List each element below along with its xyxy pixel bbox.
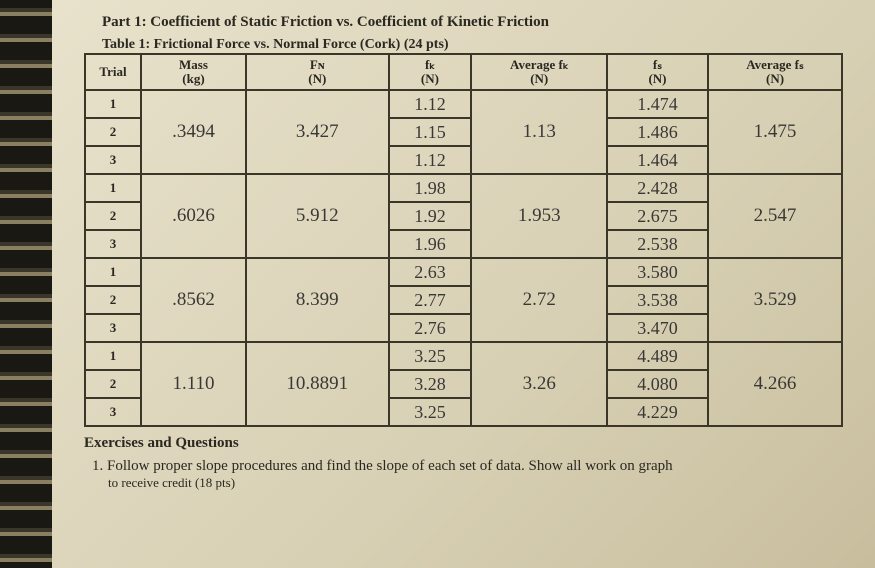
cell-avg-fs: 1.475 (708, 90, 843, 174)
table-row: 1.60265.9121.981.9532.4282.547 (85, 174, 842, 202)
cell-trial: 3 (85, 314, 141, 342)
cell-fk: 1.12 (389, 146, 472, 174)
cell-fs: 4.229 (607, 398, 707, 426)
cell-avg-fk: 1.13 (471, 90, 607, 174)
col-fs: fₛ (N) (607, 54, 707, 90)
header-row: Trial Mass (kg) Fɴ (N) fₖ (N) Average fₖ… (85, 54, 842, 90)
question-1: 1. Follow proper slope procedures and fi… (92, 458, 865, 475)
cell-fk: 2.63 (389, 258, 472, 286)
cell-trial: 2 (85, 286, 141, 314)
col-avg-fs: Average fₛ (N) (708, 54, 843, 90)
cell-fs: 1.474 (607, 90, 707, 118)
part-title: Part 1: Coefficient of Static Friction v… (102, 14, 865, 31)
cell-fs: 1.486 (607, 118, 707, 146)
cell-trial: 1 (85, 90, 141, 118)
col-fk: fₖ (N) (389, 54, 472, 90)
cell-fk: 3.28 (389, 370, 472, 398)
cell-fk: 2.76 (389, 314, 472, 342)
cell-fs: 2.538 (607, 230, 707, 258)
cell-trial: 2 (85, 370, 141, 398)
cell-fk: 3.25 (389, 398, 472, 426)
cell-fn: 5.912 (246, 174, 389, 258)
col-trial: Trial (85, 54, 141, 90)
table-row: 1.34943.4271.121.131.4741.475 (85, 90, 842, 118)
cell-fk: 3.25 (389, 342, 472, 370)
cell-avg-fs: 3.529 (708, 258, 843, 342)
cell-fs: 4.489 (607, 342, 707, 370)
exercises-heading: Exercises and Questions (84, 435, 865, 452)
cell-avg-fk: 2.72 (471, 258, 607, 342)
table-row: 1.85628.3992.632.723.5803.529 (85, 258, 842, 286)
table-caption: Table 1: Frictional Force vs. Normal For… (102, 37, 865, 53)
worksheet-page: Part 1: Coefficient of Static Friction v… (52, 0, 875, 568)
cell-fs: 3.470 (607, 314, 707, 342)
cell-fs: 3.580 (607, 258, 707, 286)
cell-mass: .6026 (141, 174, 246, 258)
cell-mass: .8562 (141, 258, 246, 342)
col-avg-fk: Average fₖ (N) (471, 54, 607, 90)
cell-avg-fs: 2.547 (708, 174, 843, 258)
cell-fk: 1.12 (389, 90, 472, 118)
cell-avg-fk: 3.26 (471, 342, 607, 426)
table-row: 11.11010.88913.253.264.4894.266 (85, 342, 842, 370)
cell-fk: 2.77 (389, 286, 472, 314)
cell-trial: 1 (85, 258, 141, 286)
cell-fk: 1.92 (389, 202, 472, 230)
cell-fs: 2.428 (607, 174, 707, 202)
col-fn: Fɴ (N) (246, 54, 389, 90)
friction-table: Trial Mass (kg) Fɴ (N) fₖ (N) Average fₖ… (84, 53, 843, 427)
col-mass: Mass (kg) (141, 54, 246, 90)
cell-fs: 3.538 (607, 286, 707, 314)
cell-mass: .3494 (141, 90, 246, 174)
cell-mass: 1.110 (141, 342, 246, 426)
cell-trial: 3 (85, 146, 141, 174)
cell-trial: 1 (85, 174, 141, 202)
cell-fk: 1.98 (389, 174, 472, 202)
cell-trial: 3 (85, 230, 141, 258)
cell-fn: 8.399 (246, 258, 389, 342)
spiral-binding (0, 0, 52, 568)
cell-fs: 2.675 (607, 202, 707, 230)
cell-fs: 4.080 (607, 370, 707, 398)
cell-fs: 1.464 (607, 146, 707, 174)
cell-fn: 3.427 (246, 90, 389, 174)
cell-avg-fs: 4.266 (708, 342, 843, 426)
cell-fk: 1.15 (389, 118, 472, 146)
cell-trial: 3 (85, 398, 141, 426)
cell-fn: 10.8891 (246, 342, 389, 426)
cell-fk: 1.96 (389, 230, 472, 258)
cell-trial: 1 (85, 342, 141, 370)
cell-trial: 2 (85, 202, 141, 230)
cell-trial: 2 (85, 118, 141, 146)
cell-avg-fk: 1.953 (471, 174, 607, 258)
question-1-cutoff: to receive credit (18 pts) (108, 475, 865, 491)
